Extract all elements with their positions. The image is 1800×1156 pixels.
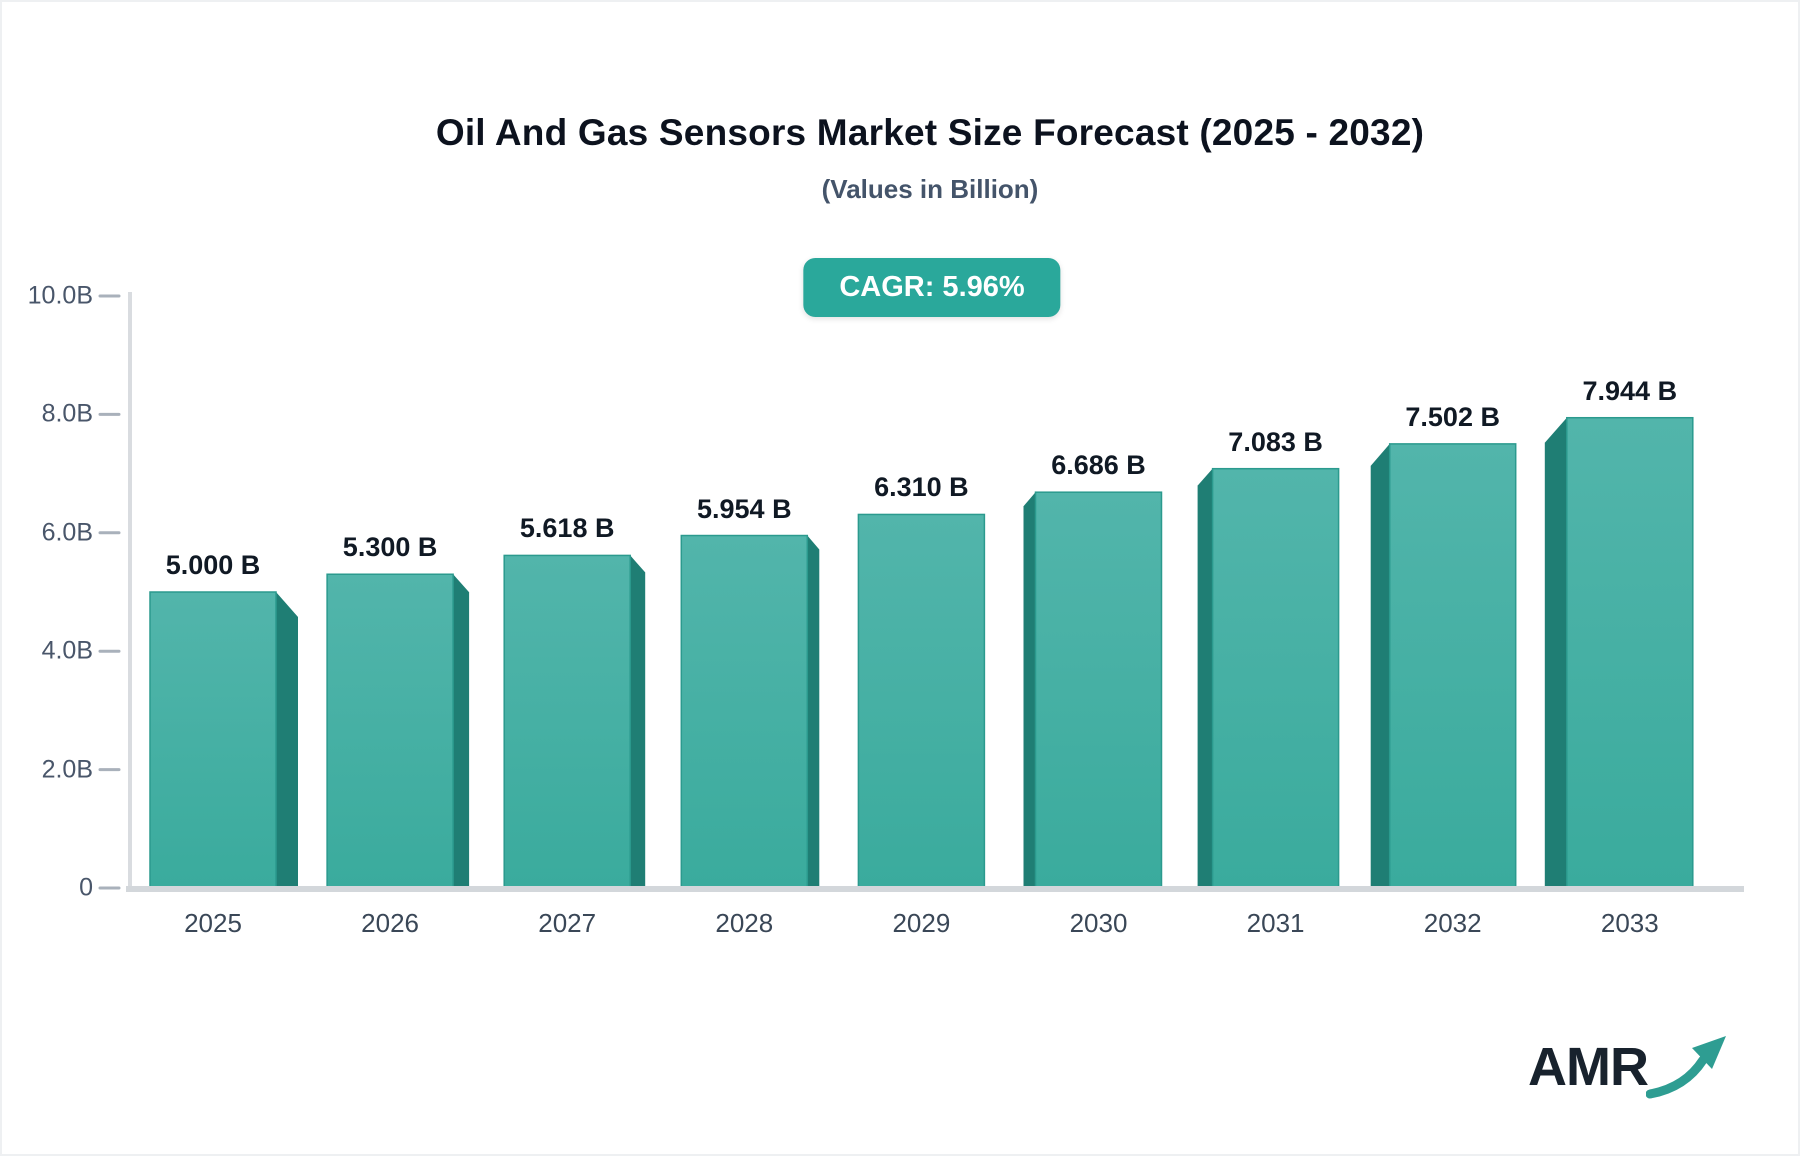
bar-side-3d bbox=[276, 592, 298, 888]
bar-value-label: 7.502 B bbox=[1405, 401, 1500, 432]
x-tick-label: 2033 bbox=[1600, 908, 1659, 938]
cagr-badge: CAGR: 5.96% bbox=[803, 258, 1061, 317]
y-tick-label: 0 bbox=[79, 873, 93, 902]
amr-logo: AMR bbox=[1528, 1036, 1728, 1106]
x-tick-label: 2031 bbox=[1246, 908, 1305, 938]
x-tick-label: 2030 bbox=[1069, 908, 1128, 938]
bar bbox=[1388, 443, 1517, 889]
bar bbox=[326, 573, 454, 889]
bar-side-3d bbox=[453, 574, 470, 888]
bar bbox=[503, 554, 631, 889]
bar-value-label: 5.300 B bbox=[342, 532, 438, 563]
bar-side-3d bbox=[1023, 492, 1036, 888]
bar-value-label: 6.310 B bbox=[874, 472, 969, 503]
y-tick-label: 4.0B bbox=[41, 636, 93, 665]
y-tick-label: 10.0B bbox=[27, 281, 93, 310]
bar bbox=[149, 591, 277, 889]
y-tick-label: 6.0B bbox=[41, 518, 93, 547]
x-tick-label: 2032 bbox=[1423, 908, 1482, 938]
bar-value-label: 6.686 B bbox=[1051, 450, 1146, 481]
x-tick-label: 2028 bbox=[715, 908, 774, 938]
bar-value-label: 5.954 B bbox=[697, 493, 792, 524]
y-tick-label: 8.0B bbox=[41, 399, 93, 428]
x-tick-label: 2029 bbox=[892, 908, 951, 938]
bar-side-3d bbox=[1544, 417, 1567, 888]
bar-value-label: 5.000 B bbox=[165, 550, 261, 580]
x-tick-label: 2025 bbox=[184, 908, 242, 938]
bar bbox=[680, 534, 809, 889]
bar bbox=[1566, 416, 1694, 889]
x-tick-label: 2027 bbox=[538, 908, 597, 938]
bar bbox=[1034, 491, 1163, 889]
bar-side-3d bbox=[807, 535, 820, 888]
trend-up-arrow-icon bbox=[1646, 1036, 1726, 1099]
bar-side-3d bbox=[630, 555, 646, 888]
bar-value-label: 5.618 B bbox=[519, 513, 615, 544]
bar-side-3d bbox=[1197, 468, 1213, 888]
chart-title: Oil And Gas Sensors Market Size Forecast… bbox=[435, 112, 1425, 153]
amr-logo-text: AMR bbox=[1528, 1037, 1649, 1097]
bar-value-label: 7.944 B bbox=[1582, 375, 1678, 406]
x-tick-label: 2026 bbox=[361, 908, 420, 938]
bar bbox=[857, 513, 986, 889]
bar bbox=[1211, 467, 1340, 889]
y-tick-label: 2.0B bbox=[41, 755, 93, 784]
bar-value-label: 7.083 B bbox=[1228, 426, 1323, 457]
chart-subtitle: (Values in Billion) bbox=[821, 174, 1039, 204]
cagr-badge-label: CAGR: 5.96% bbox=[839, 271, 1025, 303]
bar-side-3d bbox=[1370, 443, 1390, 888]
